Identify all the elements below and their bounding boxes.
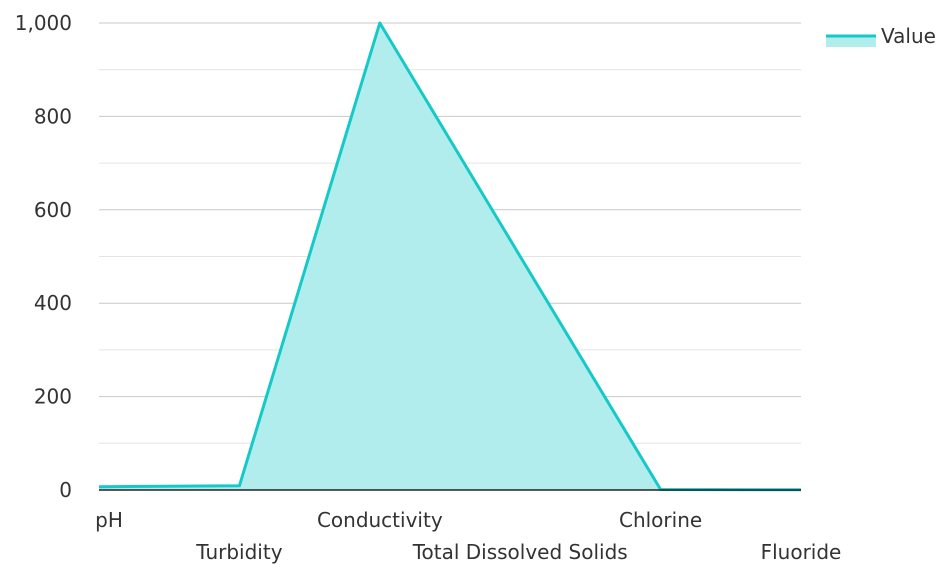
x-tick-label: Turbidity xyxy=(195,540,282,564)
legend-label-value: Value xyxy=(881,24,936,48)
y-axis-tick-labels: 0 200 400 600 800 1,000 xyxy=(15,11,72,502)
y-tick-label: 600 xyxy=(34,198,72,222)
y-tick-label: 0 xyxy=(59,478,72,502)
x-tick-label: Chlorine xyxy=(619,508,702,532)
x-tick-label: Fluoride xyxy=(761,540,842,564)
y-tick-label: 400 xyxy=(34,291,72,315)
legend: Value xyxy=(826,24,936,48)
y-tick-label: 800 xyxy=(34,104,72,128)
y-tick-label: 200 xyxy=(34,385,72,409)
legend-swatch-value xyxy=(826,36,876,47)
x-tick-label: Conductivity xyxy=(317,508,443,532)
x-tick-label: Total Dissolved Solids xyxy=(412,540,628,564)
x-axis-tick-labels: pH Turbidity Conductivity Total Dissolved S… xyxy=(95,508,841,564)
x-tick-label: pH xyxy=(95,508,123,532)
y-tick-label: 1,000 xyxy=(15,11,72,35)
